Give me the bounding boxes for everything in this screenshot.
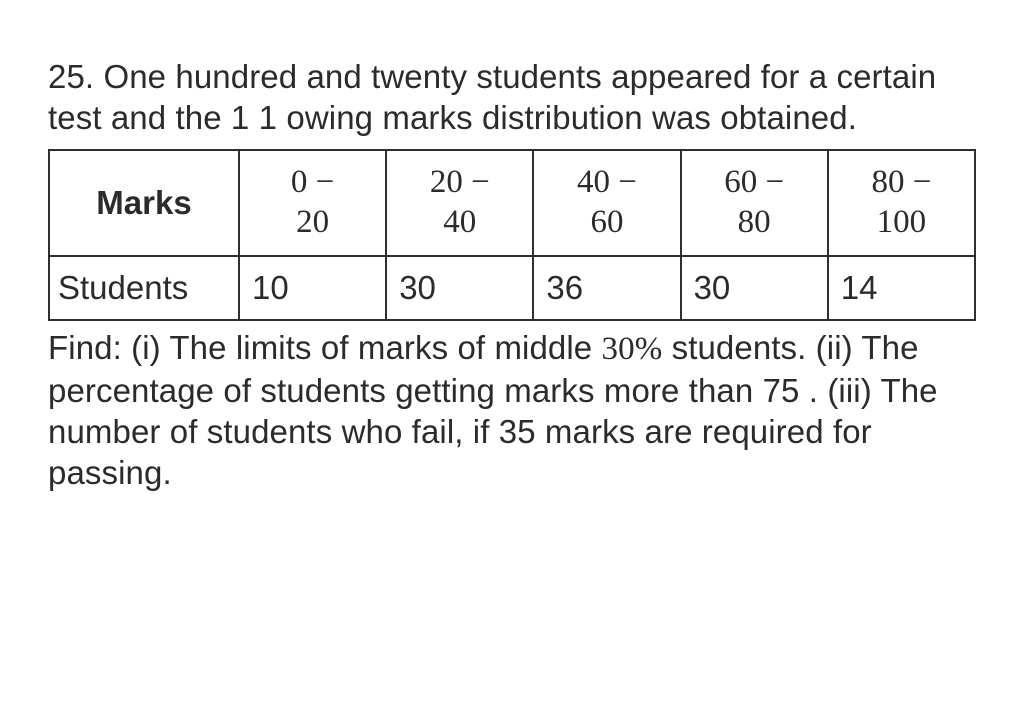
students-count-cell: 30 — [386, 256, 533, 320]
range-bottom: 100 — [829, 203, 974, 251]
percent-30: 30% — [602, 331, 663, 367]
range-top: 20 − — [387, 155, 532, 203]
range-bottom: 80 — [682, 203, 827, 251]
range-top: 60 − — [682, 155, 827, 203]
table-row: Marks 0 − 20 20 − 40 40 − 60 60 − 80 80 … — [49, 150, 975, 256]
students-count-cell: 10 — [239, 256, 386, 320]
page: 25. One hundred and twenty students appe… — [0, 0, 1024, 494]
frequency-table: Marks 0 − 20 20 − 40 40 − 60 60 − 80 80 … — [48, 149, 976, 321]
students-count-cell: 30 — [681, 256, 828, 320]
find-prefix: Find: (i) The limits of marks of middle — [48, 329, 602, 366]
question-intro: 25. One hundred and twenty students appe… — [48, 56, 976, 139]
marks-label-cell: Marks — [49, 150, 239, 256]
range-top: 80 − — [829, 155, 974, 203]
range-bottom: 60 — [534, 203, 679, 251]
range-bottom: 40 — [387, 203, 532, 251]
marks-range-cell: 0 − 20 — [239, 150, 386, 256]
range-top: 0 − — [240, 155, 385, 203]
question-find: Find: (i) The limits of marks of middle … — [48, 327, 976, 494]
students-count-cell: 36 — [533, 256, 680, 320]
marks-range-cell: 80 − 100 — [828, 150, 975, 256]
table-row: Students 10 30 36 30 14 — [49, 256, 975, 320]
range-bottom: 20 — [240, 203, 385, 251]
marks-range-cell: 60 − 80 — [681, 150, 828, 256]
students-label-cell: Students — [49, 256, 239, 320]
marks-range-cell: 40 − 60 — [533, 150, 680, 256]
students-count-cell: 14 — [828, 256, 975, 320]
marks-range-cell: 20 − 40 — [386, 150, 533, 256]
range-top: 40 − — [534, 155, 679, 203]
